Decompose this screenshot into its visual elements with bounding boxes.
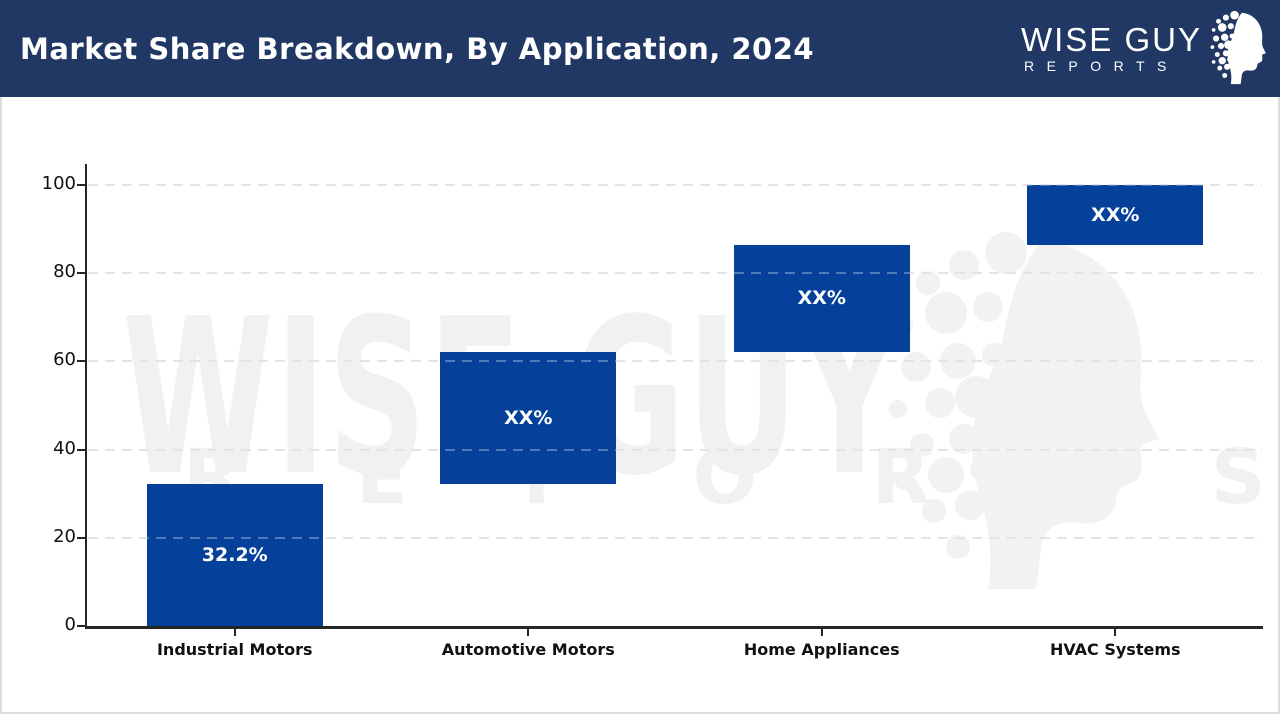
bar-segment: XX% [733, 244, 910, 352]
x-axis-category-label: Home Appliances [743, 640, 900, 659]
gridline [88, 360, 1262, 363]
y-axis-tick-label: 100 [41, 173, 76, 194]
y-axis-tick-label: 60 [53, 349, 76, 371]
gridline [88, 184, 1262, 186]
chart-title: Market Share Breakdown, By Application, … [20, 31, 815, 66]
y-axis-tick-label: 80 [53, 261, 76, 283]
y-axis-tick-mark [77, 184, 86, 186]
bar-segment: 32.2% [146, 483, 323, 626]
y-axis-spine [85, 164, 87, 629]
x-axis-tick-mark [1114, 629, 1117, 636]
y-axis-tick-mark [77, 625, 86, 627]
logo-text: WISE GUY REPORTS [1020, 20, 1202, 75]
y-axis-tick-label: 0 [64, 614, 76, 635]
x-axis-category-label: Automotive Motors [441, 640, 615, 659]
gridline-overlay [88, 448, 1262, 451]
logo-wordmark: WISE GUY [1020, 20, 1202, 58]
x-axis-tick-mark [820, 629, 823, 636]
gridline-overlay [88, 360, 1262, 363]
bar-segment: XX% [440, 351, 617, 484]
gridline-overlay [88, 272, 1262, 275]
y-axis-tick-mark [77, 272, 86, 275]
y-axis-tick-mark [77, 536, 86, 539]
bar-value-label: XX% [504, 406, 553, 429]
x-axis-category-label: Industrial Motors [156, 640, 313, 659]
gridline-overlay [88, 184, 1262, 186]
x-axis-category-label: HVAC Systems [1049, 640, 1181, 659]
bar-value-label: XX% [1091, 203, 1140, 226]
x-axis-tick-mark [527, 629, 530, 636]
x-axis-spine [85, 626, 1263, 629]
x-axis-tick-mark [233, 629, 236, 636]
y-axis-tick-label: 40 [53, 437, 76, 459]
y-axis-tick-label: 20 [53, 525, 76, 547]
bar-value-label: 32.2% [201, 543, 268, 566]
bar-value-label: XX% [797, 287, 846, 310]
logo-subtitle: REPORTS [1023, 58, 1179, 75]
wise-guy-reports-logo: WISE GUY REPORTS [1021, 9, 1280, 89]
y-axis-tick-mark [77, 448, 86, 451]
gridline [88, 272, 1262, 275]
gridline [88, 536, 1262, 539]
gridline [88, 448, 1262, 451]
y-axis-tick-mark [77, 360, 86, 363]
header-bar: Market Share Breakdown, By Application, … [0, 0, 1280, 97]
gridline-overlay [88, 536, 1262, 539]
bar-segment: XX% [1027, 185, 1204, 245]
